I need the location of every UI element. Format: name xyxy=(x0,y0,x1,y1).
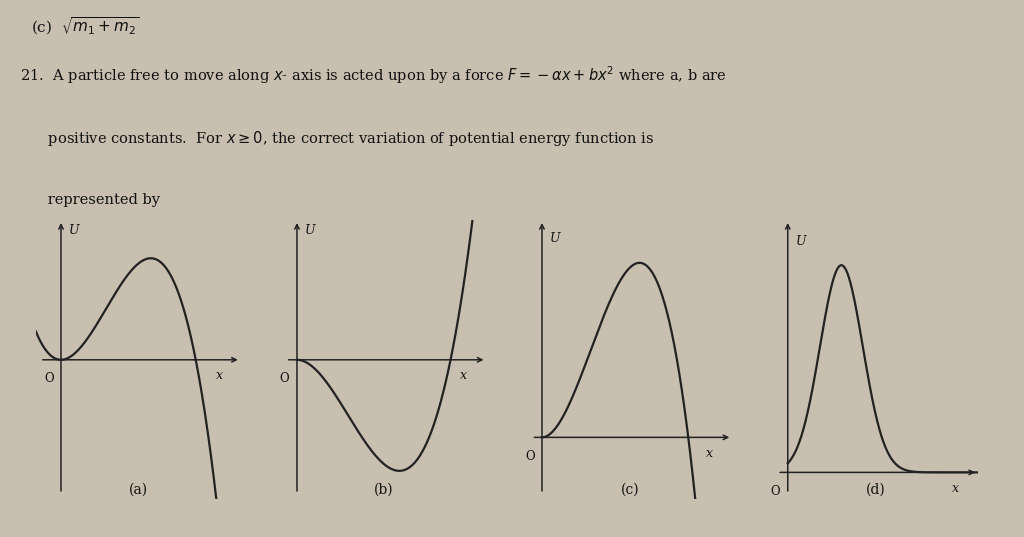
Text: O: O xyxy=(771,485,780,498)
Text: (b): (b) xyxy=(374,483,394,497)
Text: (c)  $\sqrt{m_1 + m_2}$: (c) $\sqrt{m_1 + m_2}$ xyxy=(31,16,139,37)
Text: x: x xyxy=(706,447,713,460)
Text: 21.  A particle free to move along $x$- axis is acted upon by a force $F = -\alp: 21. A particle free to move along $x$- a… xyxy=(20,64,727,86)
Text: x: x xyxy=(216,369,222,382)
Text: (c): (c) xyxy=(621,483,639,497)
Text: U: U xyxy=(796,235,807,249)
Text: x: x xyxy=(460,369,467,382)
Text: U: U xyxy=(305,224,315,237)
Text: U: U xyxy=(70,224,80,237)
Text: O: O xyxy=(280,372,290,385)
Text: O: O xyxy=(525,449,535,463)
Text: x: x xyxy=(951,482,958,495)
Text: O: O xyxy=(44,372,53,385)
Text: represented by: represented by xyxy=(20,193,161,207)
Text: U: U xyxy=(550,232,561,245)
Text: (a): (a) xyxy=(129,483,147,497)
Text: (d): (d) xyxy=(865,483,886,497)
Text: positive constants.  For $x \geq 0$, the correct variation of potential energy f: positive constants. For $x \geq 0$, the … xyxy=(20,129,654,148)
